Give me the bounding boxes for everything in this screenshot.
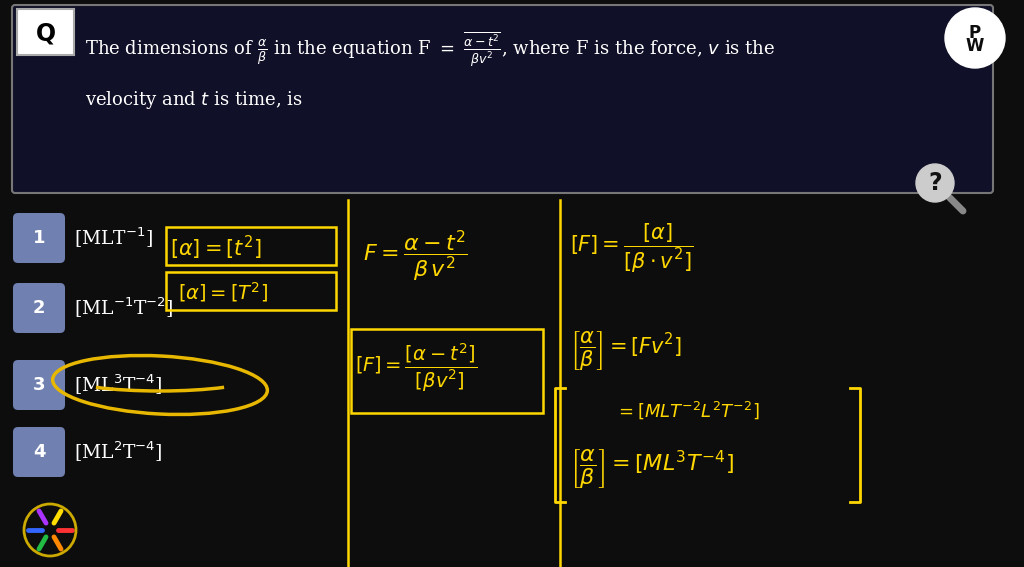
FancyBboxPatch shape: [12, 5, 993, 193]
Circle shape: [945, 8, 1005, 68]
Text: $= [MLT^{-2} L^2 T^{-2}]$: $= [MLT^{-2} L^2 T^{-2}]$: [615, 399, 760, 421]
Text: [ML$^{3}$T$^{-4}$]: [ML$^{3}$T$^{-4}$]: [74, 373, 163, 397]
FancyBboxPatch shape: [13, 283, 65, 333]
Text: 2: 2: [33, 299, 45, 317]
Circle shape: [916, 164, 954, 202]
FancyBboxPatch shape: [13, 213, 65, 263]
Text: [MLT$^{-1}$]: [MLT$^{-1}$]: [74, 226, 154, 250]
Text: [ML$^{2}$T$^{-4}$]: [ML$^{2}$T$^{-4}$]: [74, 440, 163, 464]
Text: ?: ?: [928, 171, 942, 195]
Text: P: P: [969, 24, 981, 42]
Text: W: W: [966, 37, 984, 55]
FancyBboxPatch shape: [13, 360, 65, 410]
Text: 3: 3: [33, 376, 45, 394]
Text: [ML$^{-1}$T$^{-2}$]: [ML$^{-1}$T$^{-2}$]: [74, 296, 173, 320]
FancyBboxPatch shape: [17, 9, 74, 55]
Text: $\left[\dfrac{\alpha}{\beta}\right] = [Fv^2]$: $\left[\dfrac{\alpha}{\beta}\right] = [F…: [570, 328, 682, 371]
Text: 1: 1: [33, 229, 45, 247]
Text: Q: Q: [36, 21, 56, 45]
Text: $\left[\dfrac{\alpha}{\beta}\right] = [ML^3 T^{-4}]$: $\left[\dfrac{\alpha}{\beta}\right] = [M…: [570, 446, 734, 489]
Text: $[\alpha] = [T^2]$: $[\alpha] = [T^2]$: [178, 280, 268, 304]
Text: $F = \dfrac{\alpha - t^2}{\beta\,v^2}$: $F = \dfrac{\alpha - t^2}{\beta\,v^2}$: [362, 228, 468, 284]
Text: velocity and $t$ is time, is: velocity and $t$ is time, is: [85, 89, 303, 111]
Text: $[\alpha] = [t^2]$: $[\alpha] = [t^2]$: [170, 234, 262, 262]
Text: 4: 4: [33, 443, 45, 461]
Text: $[F] = \dfrac{[\alpha - t^2]}{[\beta v^2]}$: $[F] = \dfrac{[\alpha - t^2]}{[\beta v^2…: [355, 342, 477, 394]
Text: The dimensions of $\frac{\alpha}{\beta}$ in the equation F $=$ $\frac{\overline{: The dimensions of $\frac{\alpha}{\beta}$…: [85, 31, 775, 69]
Text: $[F] = \dfrac{[\alpha]}{[\beta \cdot v^2]}$: $[F] = \dfrac{[\alpha]}{[\beta \cdot v^2…: [570, 222, 693, 274]
FancyBboxPatch shape: [13, 427, 65, 477]
